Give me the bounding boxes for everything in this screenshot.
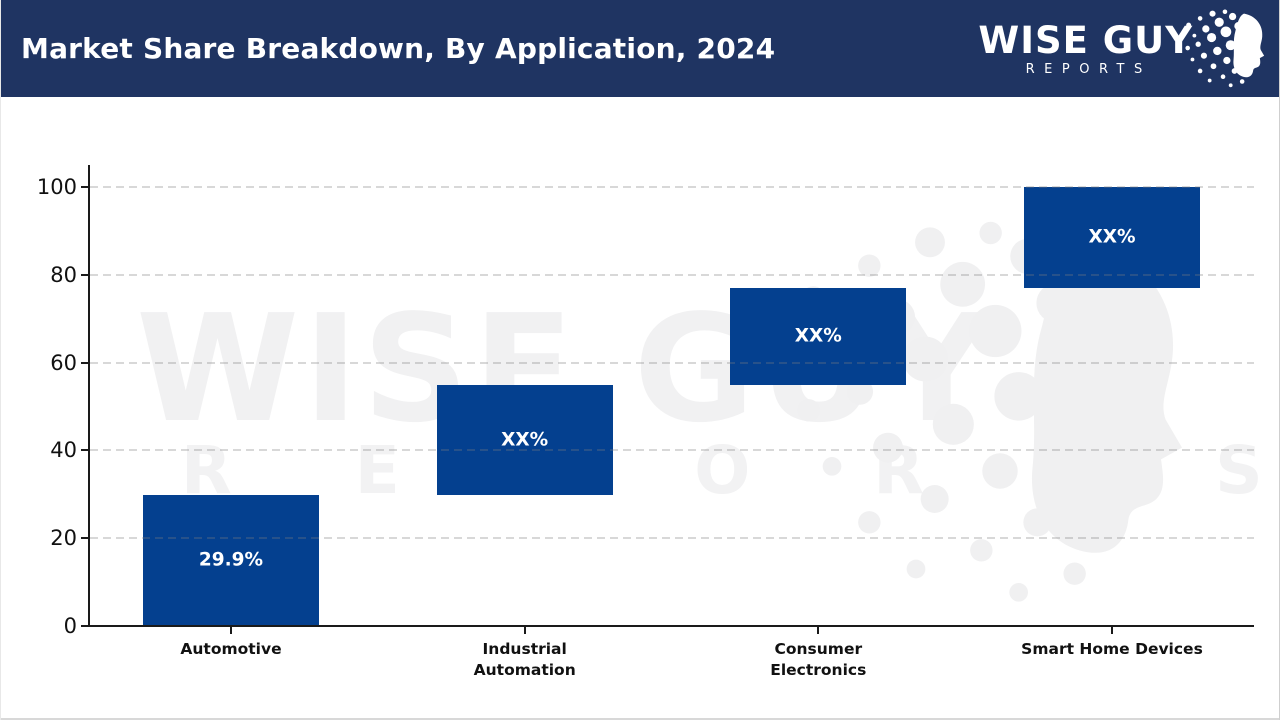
bar-industrial-automation [436, 384, 613, 495]
y-axis-tick [81, 361, 88, 364]
y-axis-label: 40 [50, 438, 77, 463]
y-axis-tick [81, 273, 88, 276]
x-axis-tick [1111, 627, 1113, 634]
bar-value-label: 29.9% [198, 549, 264, 571]
y-axis-line [88, 165, 90, 626]
y-axis-tick [81, 625, 88, 627]
y-axis-label: 20 [50, 526, 77, 551]
gridline [90, 449, 1254, 452]
face-profile-dots-icon [1185, 8, 1265, 87]
bar-smart-home-devices [1024, 187, 1200, 288]
gridline [90, 361, 1254, 364]
x-axis-label-line: Electronics [770, 660, 867, 679]
x-axis-label-line: Automotive [180, 640, 282, 658]
x-axis-tick [230, 627, 232, 634]
x-axis-label-industrial-automation: Industrial Automation [415, 639, 635, 681]
bottom-edge-line [1, 718, 1279, 720]
bar-value-label: XX% [1088, 226, 1136, 248]
x-axis-tick [817, 627, 820, 634]
gridline [90, 273, 1254, 276]
gridline [90, 537, 1254, 540]
bar-value-label: XX% [501, 429, 549, 451]
x-axis-label-automotive: Automotive [121, 639, 341, 660]
x-axis-label-smart-home-devices: Smart Home Devices [1002, 639, 1222, 660]
logo-text: WISE GUY REPORTS [978, 22, 1193, 76]
y-axis-label: 60 [50, 350, 77, 375]
header-bar: Market Share Breakdown, By Application, … [1, 0, 1279, 97]
x-axis-label-line: Automation [473, 660, 576, 679]
wise-guy-logo: WISE GUY REPORTS [978, 6, 1267, 92]
x-axis-label-line: Smart Home Devices [1021, 640, 1203, 658]
x-axis-tick [523, 627, 526, 634]
logo-wordmark: WISE GUY [978, 18, 1193, 62]
x-axis-line [88, 625, 1254, 627]
bar-automotive [143, 494, 319, 626]
x-axis-label-line: Industrial [482, 640, 567, 658]
bar-consumer-electronics [730, 287, 907, 385]
gridline [90, 186, 1254, 188]
bar-value-label: XX% [794, 325, 842, 347]
page-title: Market Share Breakdown, By Application, … [21, 32, 776, 65]
x-axis-label-line: Consumer [774, 640, 863, 658]
y-axis-label: 0 [63, 614, 77, 638]
y-axis-tick [81, 537, 88, 540]
x-axis-label-consumer-electronics: Consumer Electronics [708, 639, 928, 681]
logo-subtitle: REPORTS [1025, 61, 1152, 77]
y-axis-tick [81, 186, 88, 188]
y-axis-label: 100 [36, 175, 77, 199]
y-axis-tick [81, 449, 88, 452]
y-axis-label: 80 [50, 262, 77, 287]
